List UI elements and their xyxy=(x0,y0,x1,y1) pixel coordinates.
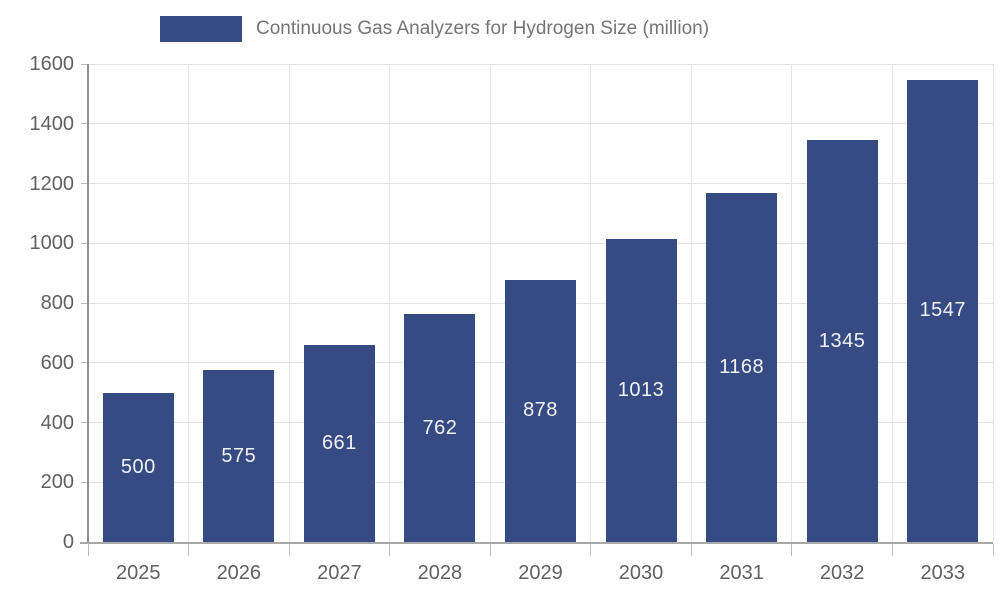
y-tick-mark xyxy=(81,362,88,364)
y-tick-mark xyxy=(81,242,88,244)
y-tick-label: 800 xyxy=(40,292,74,314)
bar-2031: 1168 xyxy=(706,193,778,542)
y-tick-mark xyxy=(81,183,88,184)
y-tick-label: 1200 xyxy=(29,172,75,195)
x-tick-mark xyxy=(891,544,893,556)
x-tick-label: 2028 xyxy=(417,562,463,584)
x-tick-mark xyxy=(791,544,793,556)
x-gridline xyxy=(690,64,692,542)
bar-2029: 878 xyxy=(505,279,576,542)
x-tick-label: 2029 xyxy=(518,562,563,584)
x-tick-label: 2027 xyxy=(317,562,362,584)
x-gridline xyxy=(992,64,994,542)
x-axis-line xyxy=(80,542,993,544)
bar-value-label: 575 xyxy=(221,444,257,467)
x-gridline xyxy=(389,64,391,542)
bar-value-label: 878 xyxy=(523,399,558,422)
x-tick-mark xyxy=(590,544,592,556)
bar-2026: 575 xyxy=(203,370,275,542)
x-tick-mark xyxy=(188,544,190,556)
y-tick-mark xyxy=(81,481,88,483)
y-tick-label: 200 xyxy=(40,471,74,494)
x-tick-mark xyxy=(389,544,391,556)
legend-label: Continuous Gas Analyzers for Hydrogen Si… xyxy=(256,18,710,39)
bar-2027: 661 xyxy=(303,344,375,542)
x-tick-mark xyxy=(489,544,491,556)
y-axis-line xyxy=(87,64,89,543)
x-tick-label: 2025 xyxy=(116,562,161,584)
y-tick-label: 0 xyxy=(62,531,74,553)
y-tick-label: 1000 xyxy=(29,232,75,255)
bar-2032: 1345 xyxy=(806,140,878,542)
bar-2025: 500 xyxy=(102,392,174,542)
x-tick-label: 2032 xyxy=(819,562,865,584)
y-tick-mark xyxy=(81,123,88,125)
y-tick-label: 1400 xyxy=(29,112,75,135)
y-gridline xyxy=(88,183,993,184)
x-tick-mark xyxy=(992,544,994,556)
y-gridline xyxy=(88,63,993,65)
x-tick-label: 2030 xyxy=(618,562,664,584)
x-gridline xyxy=(489,64,491,542)
bar-value-label: 1345 xyxy=(818,329,866,352)
bar-value-label: 1547 xyxy=(919,299,966,322)
y-tick-label: 600 xyxy=(40,351,74,374)
bar-2033: 1547 xyxy=(907,79,979,542)
bar-2028: 762 xyxy=(404,314,476,542)
y-gridline xyxy=(88,242,993,244)
bar-2030: 1013 xyxy=(605,239,677,542)
y-tick-mark xyxy=(81,302,88,304)
legend: Continuous Gas Analyzers for Hydrogen Si… xyxy=(160,16,709,42)
y-gridline xyxy=(88,123,993,125)
x-gridline xyxy=(288,64,290,542)
bar-value-label: 500 xyxy=(120,455,156,478)
bar-value-label: 762 xyxy=(422,416,458,439)
x-gridline xyxy=(188,64,190,542)
x-tick-label: 2031 xyxy=(719,562,764,584)
x-gridline xyxy=(590,64,592,542)
x-tick-mark xyxy=(690,544,692,556)
x-tick-mark xyxy=(87,544,89,556)
bar-value-label: 661 xyxy=(321,431,357,454)
y-tick-label: 1600 xyxy=(29,53,75,75)
y-tick-mark xyxy=(81,63,88,65)
x-gridline xyxy=(891,64,893,542)
legend-swatch xyxy=(160,16,242,42)
x-tick-label: 2033 xyxy=(920,562,965,584)
bar-value-label: 1013 xyxy=(617,379,665,402)
x-tick-mark xyxy=(288,544,290,556)
y-tick-label: 400 xyxy=(40,411,74,434)
y-tick-mark xyxy=(81,422,88,423)
bar-value-label: 1168 xyxy=(719,356,765,379)
x-tick-label: 2026 xyxy=(216,562,262,584)
x-gridline xyxy=(791,64,793,542)
